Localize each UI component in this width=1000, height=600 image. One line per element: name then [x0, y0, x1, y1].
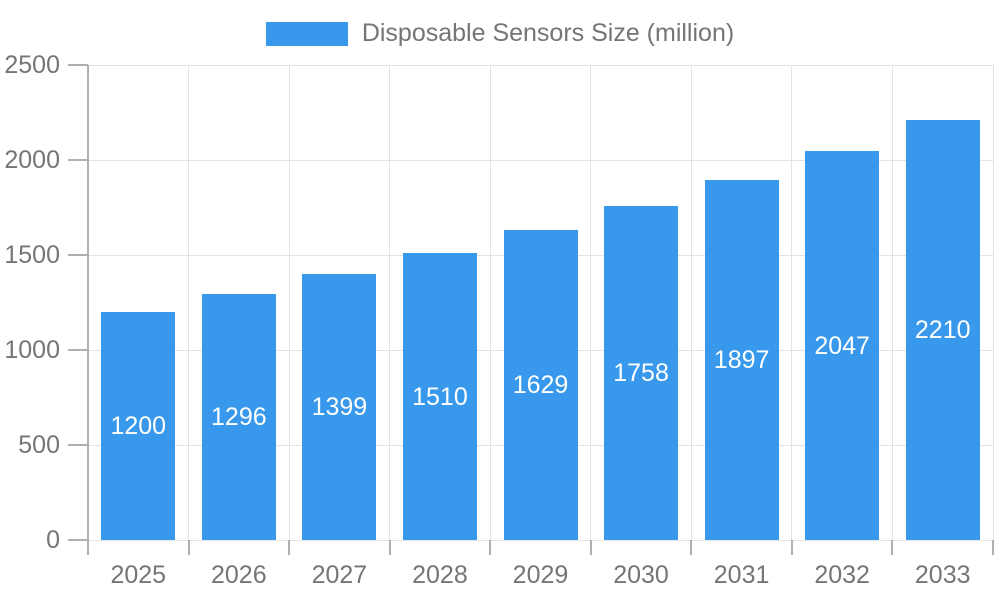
- x-gridline: [891, 65, 893, 540]
- bar-value-label: 1510: [412, 382, 468, 411]
- x-tick: [992, 540, 994, 555]
- x-gridline: [690, 65, 692, 540]
- bar-value-label: 2210: [914, 316, 971, 345]
- y-tick: [68, 159, 88, 161]
- x-tick: [891, 540, 894, 555]
- bar-value-label: 1758: [613, 358, 669, 387]
- x-tick: [489, 540, 492, 555]
- legend[interactable]: Disposable Sensors Size (million): [0, 19, 1000, 48]
- bar[interactable]: [604, 205, 679, 540]
- y-tick: [68, 539, 88, 541]
- y-gridline: [88, 64, 993, 66]
- x-tick: [187, 540, 190, 555]
- x-gridline: [992, 65, 994, 540]
- x-gridline: [389, 65, 391, 540]
- x-axis-label: 2026: [211, 561, 267, 589]
- bar[interactable]: [402, 253, 477, 540]
- bar-value-label: 1897: [713, 345, 770, 374]
- bar[interactable]: [704, 179, 779, 540]
- y-axis-label: 1500: [4, 241, 60, 269]
- x-axis-label: 2028: [412, 561, 468, 589]
- x-axis-label: 2030: [613, 561, 669, 589]
- y-axis-label: 1000: [4, 336, 60, 364]
- y-tick: [68, 349, 88, 351]
- bar-value-label: 1200: [110, 412, 167, 440]
- bar-value-label: 1629: [512, 371, 569, 400]
- y-tick: [68, 254, 88, 256]
- bar[interactable]: [805, 151, 880, 540]
- x-axis-label: 2025: [110, 561, 167, 589]
- bar-value-label: 2047: [814, 331, 870, 360]
- x-axis-label: 2031: [713, 561, 770, 589]
- bar[interactable]: [905, 120, 980, 540]
- x-tick: [690, 540, 693, 555]
- y-gridline: [88, 159, 993, 161]
- x-gridline: [791, 65, 793, 540]
- x-tick: [589, 540, 592, 555]
- y-axis-line: [87, 65, 89, 555]
- x-axis-label: 2027: [311, 561, 368, 589]
- y-tick: [68, 64, 88, 66]
- x-gridline: [489, 65, 491, 540]
- x-tick: [288, 540, 291, 555]
- bar[interactable]: [101, 312, 176, 540]
- x-gridline: [288, 65, 290, 540]
- y-axis-label: 2000: [4, 146, 60, 174]
- legend-swatch: [265, 21, 348, 46]
- legend-label: Disposable Sensors Size (million): [361, 19, 735, 47]
- y-axis-label: 2500: [4, 51, 60, 79]
- y-tick: [68, 444, 88, 446]
- y-axis-label: 0: [46, 526, 60, 554]
- plot-area: 0 500 1000 1500 2000 2500 1200 2025 1296 2026 1399…: [4, 51, 994, 589]
- x-tick: [388, 540, 391, 555]
- bar[interactable]: [503, 230, 578, 540]
- bar-value-label: 1399: [311, 393, 368, 422]
- x-axis-label: 2029: [512, 561, 569, 589]
- x-axis-label: 2032: [814, 561, 870, 589]
- bar[interactable]: [201, 293, 276, 540]
- bar-value-label: 1296: [211, 402, 267, 431]
- x-tick: [790, 540, 793, 555]
- x-gridline: [188, 65, 190, 540]
- bar[interactable]: [302, 274, 377, 540]
- y-axis-label: 500: [18, 431, 60, 459]
- x-gridline: [590, 65, 592, 540]
- x-axis-label: 2033: [914, 561, 971, 589]
- y-gridline: [88, 539, 993, 541]
